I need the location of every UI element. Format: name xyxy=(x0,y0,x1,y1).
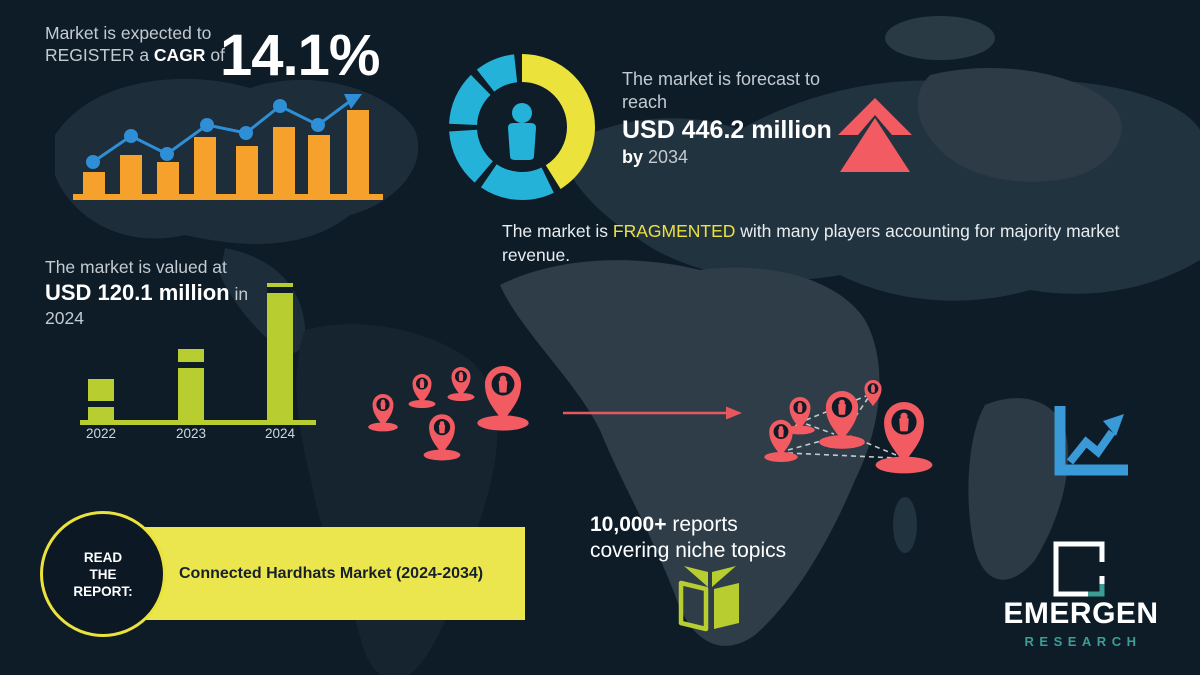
report-banner[interactable]: Connected Hardhats Market (2024-2034) xyxy=(141,527,525,620)
valuation-bars xyxy=(80,283,316,425)
reports-stat: 10,000+ reports covering niche topics xyxy=(590,512,786,564)
read-report-line2: THE xyxy=(89,566,117,582)
valuation-bar-chart: 2022 2023 2024 xyxy=(80,278,320,448)
cagr-line1: Market is expected to xyxy=(45,23,212,43)
location-pin-icon xyxy=(864,380,882,407)
fragmented-pre: The market is xyxy=(502,221,613,241)
person-icon xyxy=(478,83,566,171)
location-pin-icon xyxy=(448,367,475,401)
cagr-line2-pre: REGISTER a xyxy=(45,45,154,65)
cagr-line2-post: of xyxy=(205,45,225,65)
forecast-value: USD 446.2 million xyxy=(622,116,832,144)
forecast-by-label: by xyxy=(622,147,649,167)
forecast-line2: reach xyxy=(622,92,668,112)
location-pin-icon xyxy=(876,402,933,473)
forecast-line1: The market is forecast to xyxy=(622,69,821,89)
location-pin-icon xyxy=(409,374,436,408)
growth-chart-icon xyxy=(1054,406,1128,476)
reports-line1-rest: reports xyxy=(666,513,738,536)
cagr-line2-bold: CAGR xyxy=(153,45,206,65)
open-book-icon xyxy=(678,566,739,632)
location-pin-icon xyxy=(424,414,461,460)
location-pin-icon xyxy=(477,366,528,431)
cagr-headline: Market is expected to REGISTER a CAGR of xyxy=(45,22,225,66)
reports-line2: covering niche topics xyxy=(590,539,787,562)
read-report-button[interactable]: READ THE REPORT: xyxy=(40,511,166,637)
valuation-year-label: 2024 xyxy=(264,426,296,441)
reports-count: 10,000+ xyxy=(590,513,667,536)
location-pin-icon xyxy=(764,420,797,462)
logo-subtitle: RESEARCH xyxy=(1024,634,1142,649)
logo-square-icon xyxy=(1053,541,1105,597)
scattered-players-pins xyxy=(368,366,529,460)
connected-players-pins xyxy=(764,380,932,473)
fragmented-post: with many players accounting for majorit… xyxy=(502,221,1120,265)
transition-arrow xyxy=(563,406,742,420)
forecast-year: 2034 xyxy=(648,147,689,167)
market-share-donut-chart xyxy=(449,54,595,200)
logo-name[interactable]: EMERGEN xyxy=(1003,597,1159,630)
valuation-value: USD 120.1 million xyxy=(45,280,230,305)
valuation-line1: The market is valued at xyxy=(45,257,227,277)
valuation-year-label: 2023 xyxy=(175,426,207,441)
read-report-line1: READ xyxy=(83,549,123,565)
forecast-stat: The market is forecast to reach USD 446.… xyxy=(622,68,832,169)
cagr-bar-line-chart xyxy=(73,94,383,200)
valuation-year: 2024 xyxy=(45,308,84,328)
cagr-value: 14.1% xyxy=(220,23,380,88)
valuation-stat: The market is valued at USD 120.1 millio… xyxy=(45,255,248,330)
report-banner-label: Connected Hardhats Market (2024-2034) xyxy=(179,564,484,582)
read-report-label: READ THE REPORT: xyxy=(73,549,132,600)
fragmented-highlight: FRAGMENTED xyxy=(612,221,736,241)
location-pin-icon xyxy=(368,394,398,431)
forecast-by: by 2034 xyxy=(622,147,688,167)
fragmented-statement: The market is FRAGMENTED with many playe… xyxy=(502,219,1142,267)
read-report-line3: REPORT: xyxy=(73,583,133,599)
double-up-arrow-icon xyxy=(838,98,912,172)
valuation-suffix: in xyxy=(229,284,249,304)
valuation-year-label: 2022 xyxy=(85,426,117,441)
